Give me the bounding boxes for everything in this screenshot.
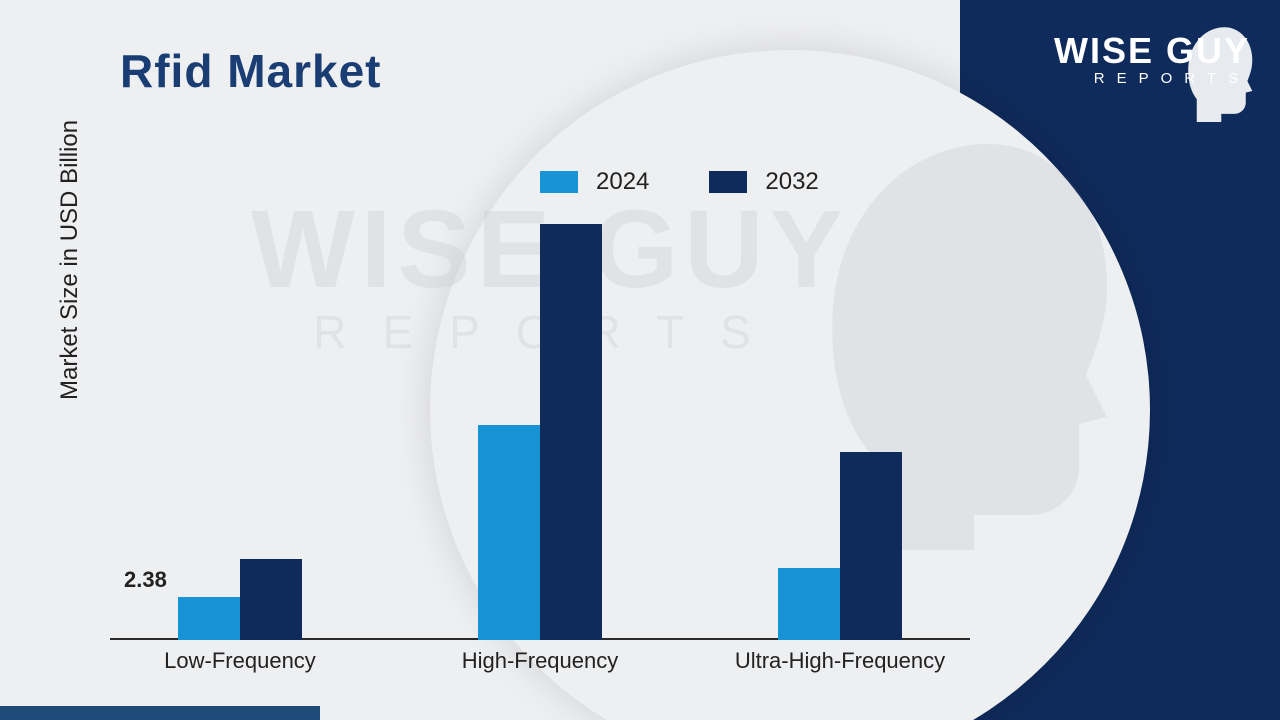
legend-label-2032: 2032 <box>765 168 818 196</box>
bar-2024 <box>178 597 240 640</box>
bar-2024 <box>778 568 840 640</box>
bar-2024 <box>478 425 540 640</box>
legend-swatch-2032 <box>709 171 747 193</box>
bar-2032 <box>840 452 902 640</box>
bar-group: High-Frequency <box>478 224 602 640</box>
brand-logo: WISE GUY REPORTS <box>1054 30 1250 87</box>
bar-value-label: 2.38 <box>124 567 167 593</box>
legend-item-2024: 2024 <box>540 168 649 196</box>
chart-canvas: WISE GUY REPORTS Rfid Market WISE GUY RE… <box>0 0 1280 720</box>
legend: 2024 2032 <box>540 168 819 196</box>
bottom-accent-bar <box>0 706 320 720</box>
brand-line2: REPORTS <box>1054 70 1250 87</box>
plot-area: Low-Frequency High-Frequency Ultra-High-Fr… <box>110 210 970 640</box>
x-axis-category-label: High-Frequency <box>410 640 670 674</box>
bar-2032 <box>540 224 602 640</box>
brand-line1: WISE GUY <box>1054 30 1250 72</box>
bar-2032 <box>240 559 302 640</box>
y-axis-label: Market Size in USD Billion <box>56 120 84 400</box>
chart-title: Rfid Market <box>120 44 381 98</box>
legend-swatch-2024 <box>540 171 578 193</box>
legend-item-2032: 2032 <box>709 168 818 196</box>
x-axis-category-label: Ultra-High-Frequency <box>710 640 970 674</box>
x-axis-category-label: Low-Frequency <box>110 640 370 674</box>
legend-label-2024: 2024 <box>596 168 649 196</box>
bar-group: Low-Frequency <box>178 559 302 640</box>
bar-group: Ultra-High-Frequency <box>778 452 902 640</box>
